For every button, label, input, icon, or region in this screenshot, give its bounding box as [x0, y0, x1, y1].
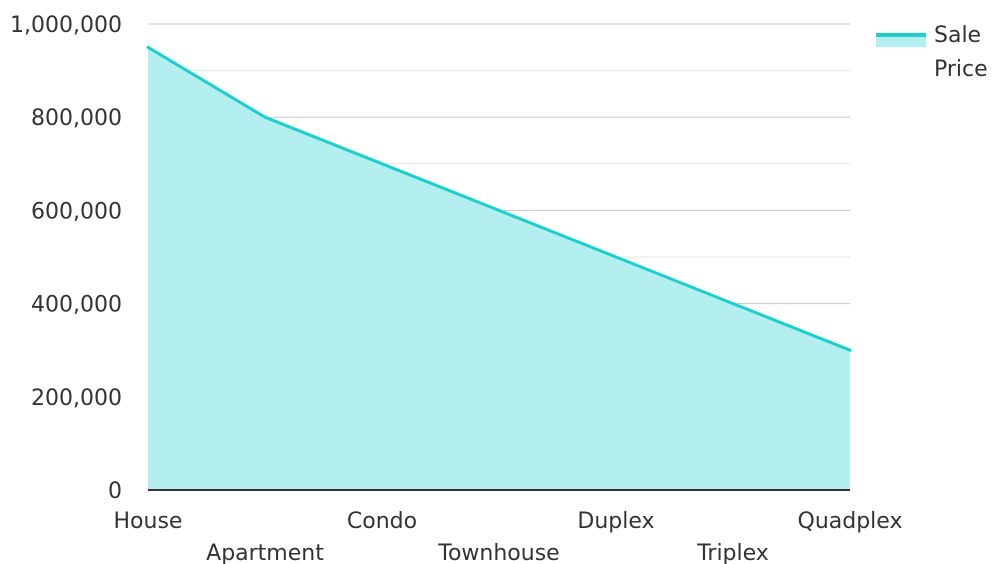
- data-point-townhouse: [497, 208, 501, 212]
- x-tick-label-apartment: Apartment: [206, 541, 324, 564]
- x-tick-label-quadplex: Quadplex: [798, 509, 903, 534]
- y-axis-tick-labels: 0 200,000 400,000 600,000 800,000 1,000,000: [10, 13, 122, 504]
- x-tick-label-triplex: Triplex: [696, 541, 769, 564]
- plot-area: [146, 45, 852, 491]
- x-axis-tick-labels: House Apartment Condo Townhouse Duplex Triple…: [114, 509, 903, 564]
- y-tick-label: 1,000,000: [10, 13, 122, 38]
- y-tick-label: 400,000: [31, 293, 122, 318]
- legend-swatch-fill: [876, 36, 926, 47]
- data-point-apartment: [263, 115, 267, 119]
- legend-label-line-2: Price: [934, 57, 988, 82]
- y-tick-label: 800,000: [31, 106, 122, 131]
- data-point-condo: [380, 162, 384, 166]
- y-tick-label: 600,000: [31, 199, 122, 224]
- y-tick-label: 200,000: [31, 386, 122, 411]
- data-point-house: [146, 45, 150, 49]
- y-tick-label: 0: [108, 479, 122, 504]
- data-point-duplex: [614, 255, 618, 259]
- data-point-quadplex: [848, 348, 852, 352]
- data-point-triplex: [731, 302, 735, 306]
- series-area-sale-price: [148, 47, 850, 491]
- x-tick-label-condo: Condo: [347, 509, 417, 534]
- x-tick-label-duplex: Duplex: [577, 509, 654, 534]
- legend-label-line-1: Sale: [934, 23, 981, 48]
- x-tick-label-townhouse: Townhouse: [437, 541, 559, 564]
- legend: Sale Price: [876, 23, 988, 82]
- x-tick-label-house: House: [114, 509, 183, 534]
- legend-swatch-line: [876, 33, 926, 37]
